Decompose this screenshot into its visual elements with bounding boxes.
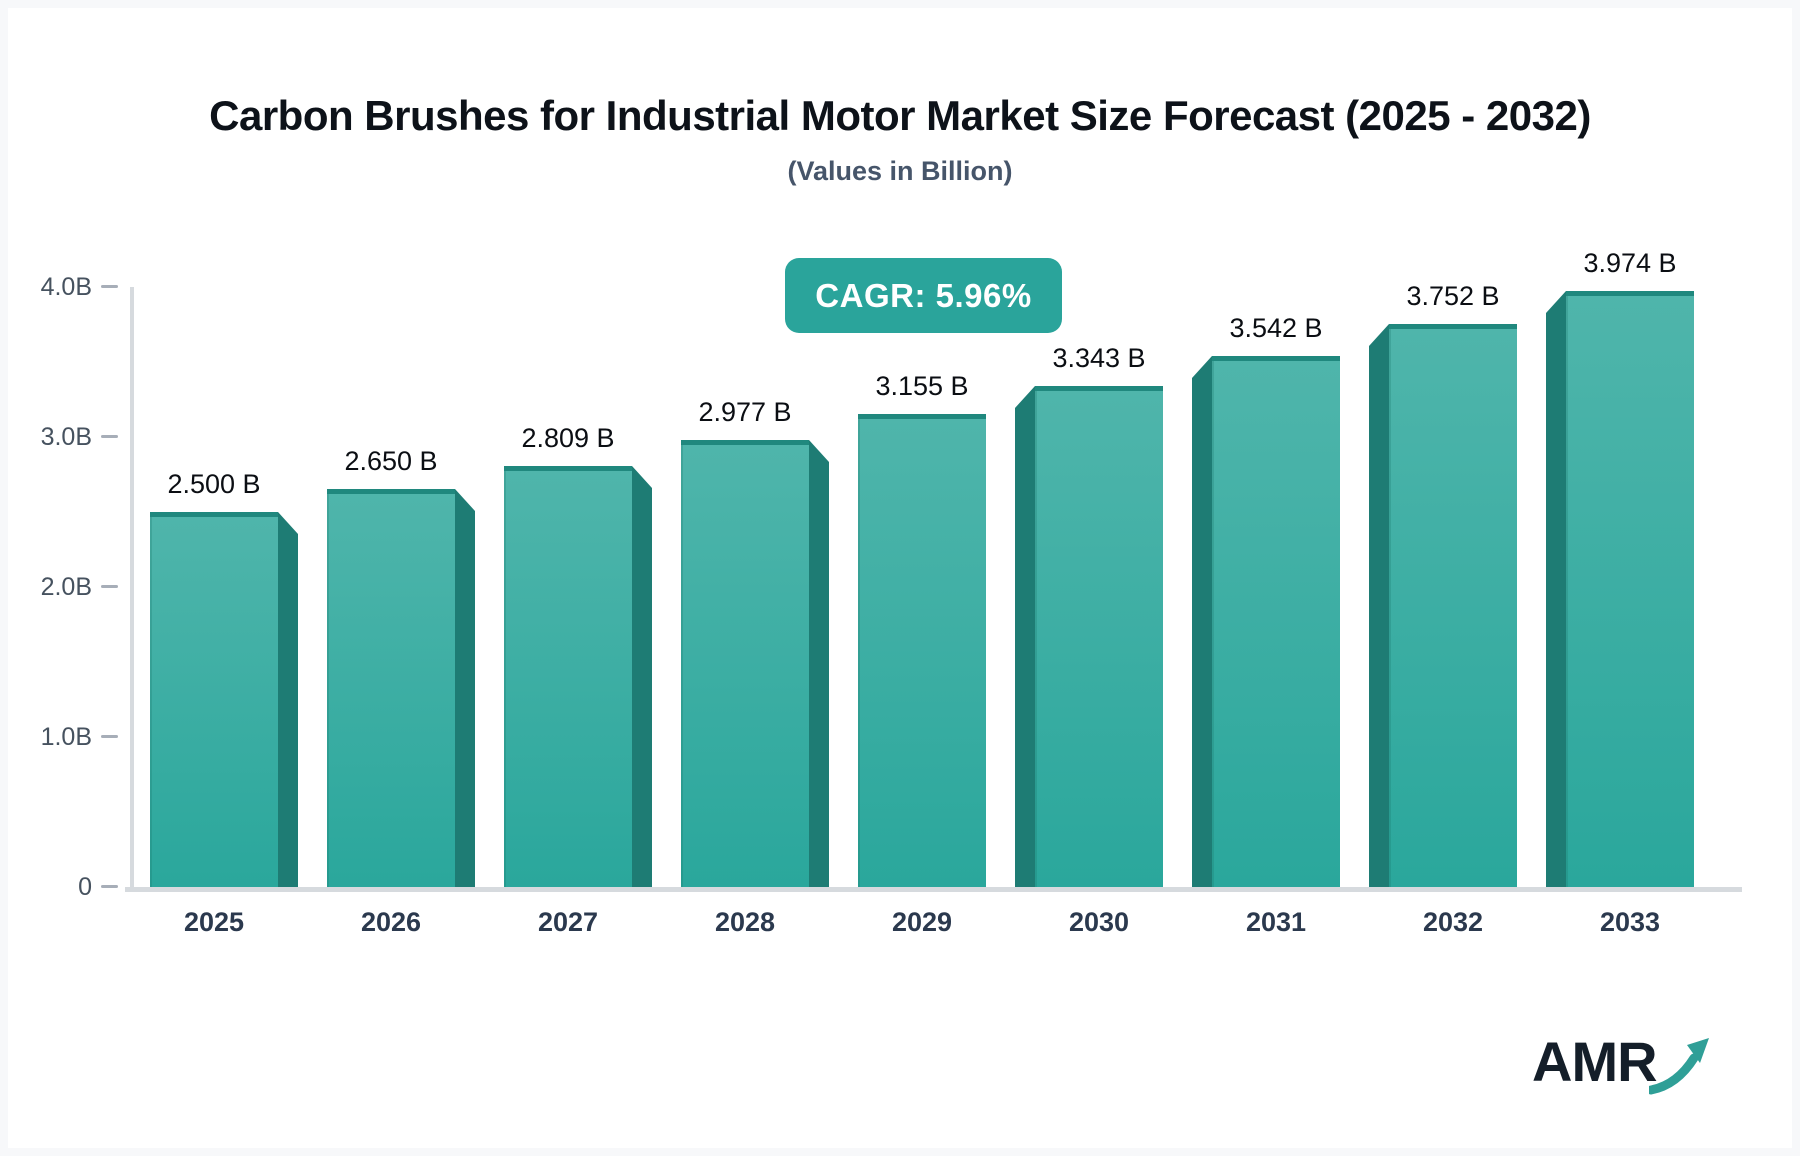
x-tick-label: 2028: [714, 907, 776, 937]
y-tick-label: 0: [78, 873, 92, 901]
x-tick-label: 2031: [1245, 907, 1307, 937]
x-tick-label: 2032: [1422, 907, 1484, 937]
y-tick-mark: [101, 435, 118, 438]
bar-side-2032: [1369, 324, 1389, 887]
chart-title: Carbon Brushes for Industrial Motor Mark…: [209, 92, 1591, 139]
cagr-badge-label: CAGR: 5.96%: [815, 276, 1032, 314]
bar-side-2026: [455, 489, 475, 887]
bar-side-2030: [1015, 386, 1035, 887]
bar-value-label: 3.155 B: [875, 371, 969, 401]
bar-2028: [681, 440, 809, 887]
x-tick-label: 2029: [891, 907, 953, 937]
bar-2030: [1035, 386, 1163, 887]
bar-2029: [858, 414, 986, 887]
x-tick-label: 2033: [1599, 907, 1661, 937]
chart-subtitle: (Values in Billion): [787, 156, 1013, 186]
chart-card: Carbon Brushes for Industrial Motor Mark…: [8, 8, 1792, 1148]
y-tick-label: 1.0B: [40, 723, 92, 751]
amr-logo-text: AMR: [1532, 1030, 1658, 1093]
bar-value-label: 3.542 B: [1229, 313, 1323, 343]
bar-2027: [504, 466, 632, 887]
y-tick-mark: [101, 885, 118, 888]
plot-area: 4.0B 3.0B 2.0B 1.0B 0 2.500 B 2025 2.650 B 2026 2…: [41, 248, 1742, 937]
y-tick-mark: [101, 585, 118, 588]
x-tick-label: 2030: [1068, 907, 1130, 937]
bar-value-label: 2.809 B: [521, 423, 615, 453]
x-tick-label: 2026: [360, 907, 422, 937]
y-tick-mark: [101, 285, 118, 288]
cagr-badge: CAGR: 5.96%: [785, 258, 1062, 333]
bar-2033: [1566, 291, 1694, 887]
bar-side-2028: [809, 440, 829, 887]
bar-2031: [1212, 356, 1340, 887]
bar-value-label: 3.343 B: [1052, 343, 1146, 373]
y-tick-label: 3.0B: [40, 423, 92, 451]
growth-arrow-icon: [1648, 1038, 1709, 1095]
bar-side-2031: [1192, 356, 1212, 887]
bar-value-label: 2.500 B: [167, 469, 261, 499]
bar-value-label: 3.752 B: [1406, 281, 1500, 311]
amr-logo: AMR: [1532, 1034, 1711, 1096]
bar-side-2033: [1546, 291, 1566, 887]
x-axis-line: [125, 887, 1742, 892]
bar-value-label: 3.974 B: [1583, 248, 1677, 278]
bar-2032: [1389, 324, 1517, 887]
bar-value-label: 2.650 B: [344, 446, 438, 476]
bar-2025: [150, 512, 278, 887]
bar-side-2025: [278, 512, 298, 887]
bar-side-2027: [632, 466, 652, 887]
bar-2026: [327, 489, 455, 887]
y-tick-label: 2.0B: [40, 573, 92, 601]
y-tick-mark: [101, 735, 118, 738]
x-tick-label: 2027: [537, 907, 599, 937]
y-axis-line: [130, 287, 134, 892]
bar-value-label: 2.977 B: [698, 397, 792, 427]
x-tick-label: 2025: [183, 907, 245, 937]
y-tick-label: 4.0B: [40, 273, 92, 301]
